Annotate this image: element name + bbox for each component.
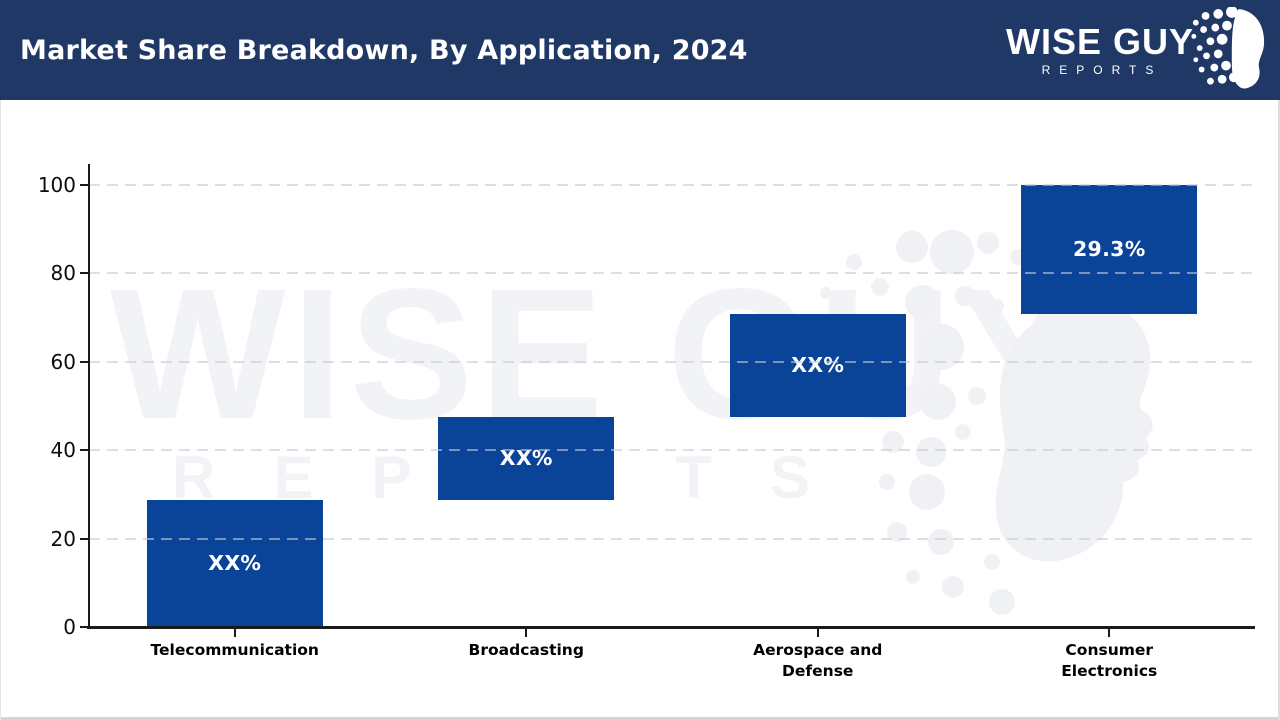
page-bottom-border — [0, 717, 1280, 720]
x-axis-spine — [87, 626, 1255, 629]
category-label: Broadcasting — [416, 640, 636, 661]
y-axis-spine — [88, 164, 90, 629]
y-tick-label-80: 80 — [50, 261, 76, 285]
gridline-y-20 — [89, 537, 1255, 540]
y-tick-100 — [80, 183, 89, 186]
watermark-dot — [984, 554, 1000, 570]
watermark-dot — [896, 231, 928, 263]
watermark-dot — [906, 570, 920, 584]
watermark-dot — [846, 254, 862, 270]
bar-value-label: 29.3% — [1072, 237, 1146, 262]
category-label-line: Electronics — [1061, 662, 1158, 680]
y-tick-label-100: 100 — [37, 172, 76, 197]
watermark-dot — [879, 474, 895, 490]
chart-title: Market Share Breakdown, By Application, … — [20, 34, 748, 66]
category-label-line: Aerospace and — [753, 641, 883, 659]
watermark-dot — [916, 437, 946, 467]
x-tick-2 — [816, 629, 819, 637]
y-tick-80 — [80, 272, 89, 274]
watermark-dot — [930, 230, 974, 274]
bar-broadcasting: XX% — [438, 416, 615, 500]
logo-sub-text: REPORTS — [1041, 62, 1163, 77]
bar-telecommunication: XX% — [146, 499, 323, 627]
y-tick-60 — [80, 360, 89, 363]
gridline-y-60 — [89, 360, 1255, 363]
watermark-dot — [942, 576, 964, 598]
wise-guy-reports-logo: WISE GUY REPORTS — [1005, 6, 1266, 94]
y-tick-20 — [80, 537, 89, 540]
category-label-line: Defense — [782, 662, 854, 680]
y-tick-40 — [80, 449, 89, 451]
x-tick-1 — [525, 629, 528, 637]
category-label-line: Telecommunication — [150, 641, 319, 659]
logo-text: WISE GUY REPORTS — [1005, 20, 1194, 77]
gridline-y-40 — [89, 449, 1255, 451]
gridline-y-100 — [89, 183, 1255, 186]
watermark-dot — [918, 324, 964, 370]
watermark-dot — [871, 278, 889, 296]
bar-value-label: XX% — [208, 551, 262, 576]
page-left-border — [0, 100, 1, 720]
y-tick-label-0: 0 — [63, 615, 76, 639]
watermark-dot — [905, 285, 939, 319]
category-label: Aerospace and Defense — [708, 640, 928, 682]
watermark-dot — [955, 286, 975, 306]
watermark-dot — [977, 232, 999, 254]
watermark-dot — [968, 387, 986, 405]
gridline-y-80 — [89, 272, 1255, 274]
category-label: Telecommunication — [125, 640, 345, 661]
watermark-dot — [887, 522, 907, 542]
x-tick-3 — [1108, 629, 1111, 637]
logo-brand-text: WISE GUY — [1005, 20, 1194, 62]
bar-consumer-electronics: 29.3% — [1021, 184, 1198, 315]
watermark-dot — [820, 287, 832, 299]
bar-aerospace-and-defense: XX% — [729, 314, 906, 417]
category-label-line: Consumer — [1065, 641, 1154, 659]
category-label: Consumer Electronics — [999, 640, 1219, 682]
y-tick-label-40: 40 — [50, 438, 76, 462]
watermark-face-silhouette — [995, 301, 1153, 562]
category-label-line: Broadcasting — [468, 641, 584, 659]
watermark-dot — [882, 431, 904, 453]
y-tick-label-60: 60 — [50, 349, 76, 374]
y-tick-0 — [80, 626, 89, 628]
y-tick-label-20: 20 — [50, 526, 76, 551]
bar-value-label: XX% — [791, 353, 845, 378]
watermark-dot — [920, 384, 956, 420]
page-right-border — [1278, 100, 1280, 720]
watermark-dot — [990, 299, 1004, 313]
logo-face-icon — [1191, 7, 1265, 89]
x-tick-0 — [233, 629, 236, 637]
watermark-dot — [955, 424, 971, 440]
header-bar: Market Share Breakdown, By Application, … — [0, 0, 1280, 100]
watermark-dot — [909, 474, 945, 510]
watermark-dot — [928, 529, 954, 555]
watermark-dot — [989, 589, 1015, 615]
